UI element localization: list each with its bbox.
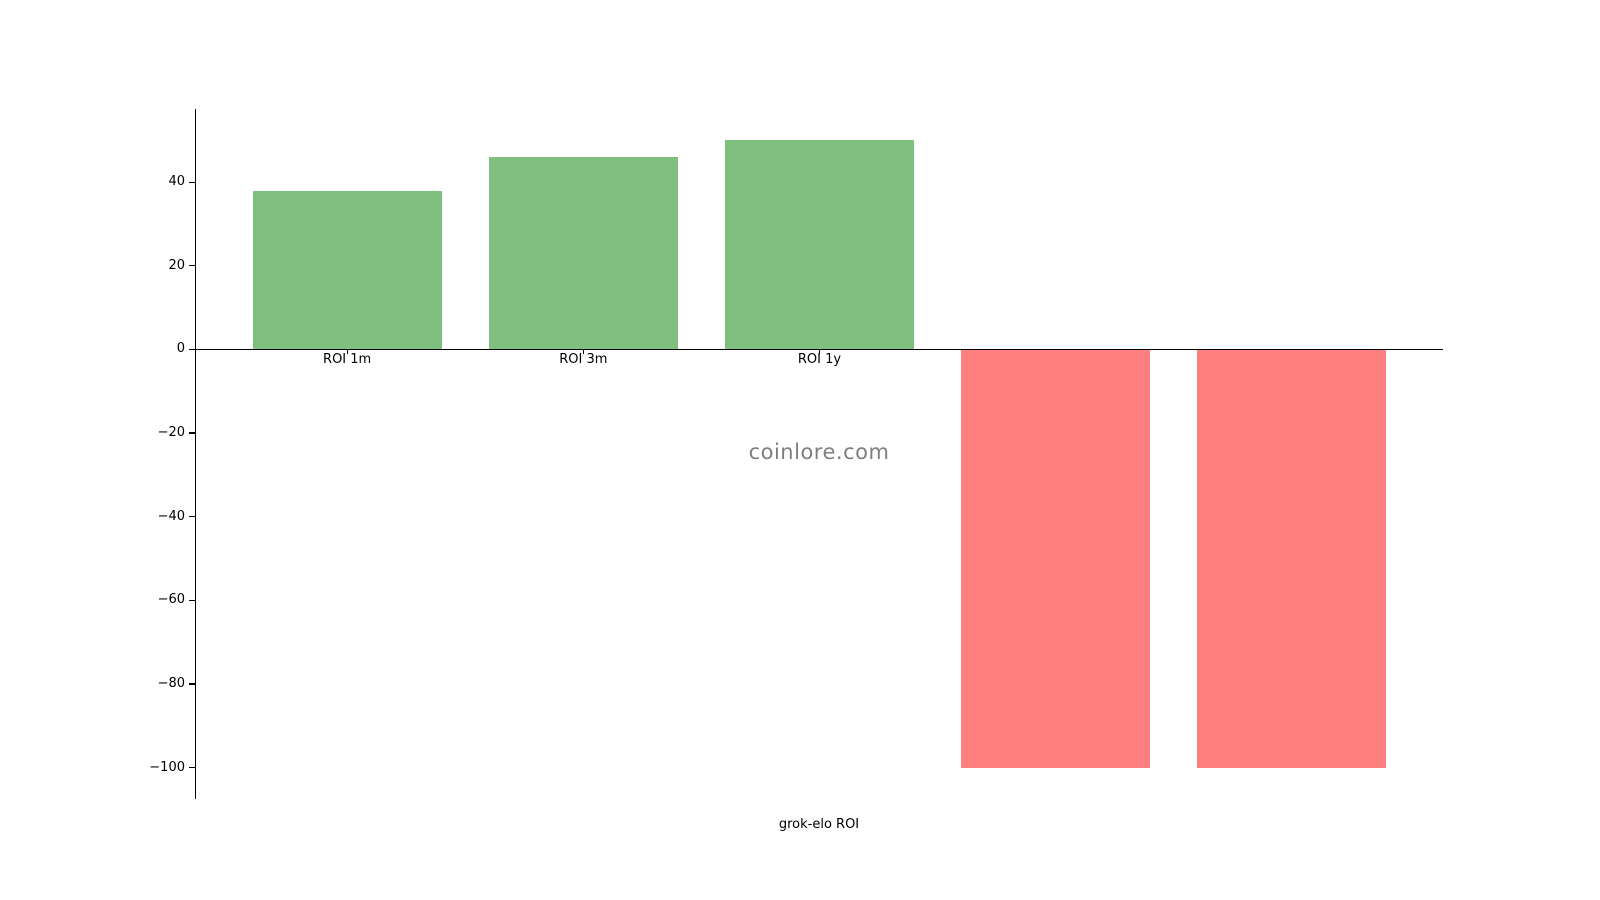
y-tick-mark xyxy=(188,599,195,601)
x-tick-label: ROI 3m xyxy=(559,351,608,367)
y-axis-line xyxy=(194,109,196,799)
x-tick-mark xyxy=(818,349,821,354)
y-tick-mark xyxy=(188,432,195,434)
watermark-text: coinlore.com xyxy=(748,440,890,464)
y-tick-label: −100 xyxy=(149,759,185,775)
y-tick-label: −60 xyxy=(157,592,185,608)
x-tick-mark xyxy=(582,349,584,354)
bar-unlabeled-4 xyxy=(1197,349,1387,768)
y-tick-label: −20 xyxy=(157,425,185,441)
y-tick-mark xyxy=(188,348,195,351)
y-tick-mark xyxy=(188,265,195,267)
bar-unlabeled-3 xyxy=(961,349,1151,768)
y-tick-mark xyxy=(188,767,195,769)
y-tick-mark xyxy=(188,516,195,518)
y-tick-label: 0 xyxy=(176,341,185,357)
y-tick-mark xyxy=(188,683,195,685)
x-tick-mark xyxy=(346,349,348,354)
x-axis-zero-line xyxy=(194,348,1443,351)
y-tick-label: −80 xyxy=(157,676,185,691)
y-tick-label: 40 xyxy=(168,174,185,190)
y-tick-mark xyxy=(188,181,195,183)
x-tick-label: ROI 1y xyxy=(797,351,842,367)
bar-roi-3m xyxy=(488,157,678,350)
x-tick-label: ROI 1m xyxy=(323,351,372,367)
bar-roi-1m xyxy=(252,190,442,350)
x-axis-title: grok-elo ROI xyxy=(778,817,860,832)
bar-roi-1y xyxy=(725,140,914,350)
y-tick-label: 20 xyxy=(168,257,185,273)
y-tick-label: −40 xyxy=(157,508,185,524)
